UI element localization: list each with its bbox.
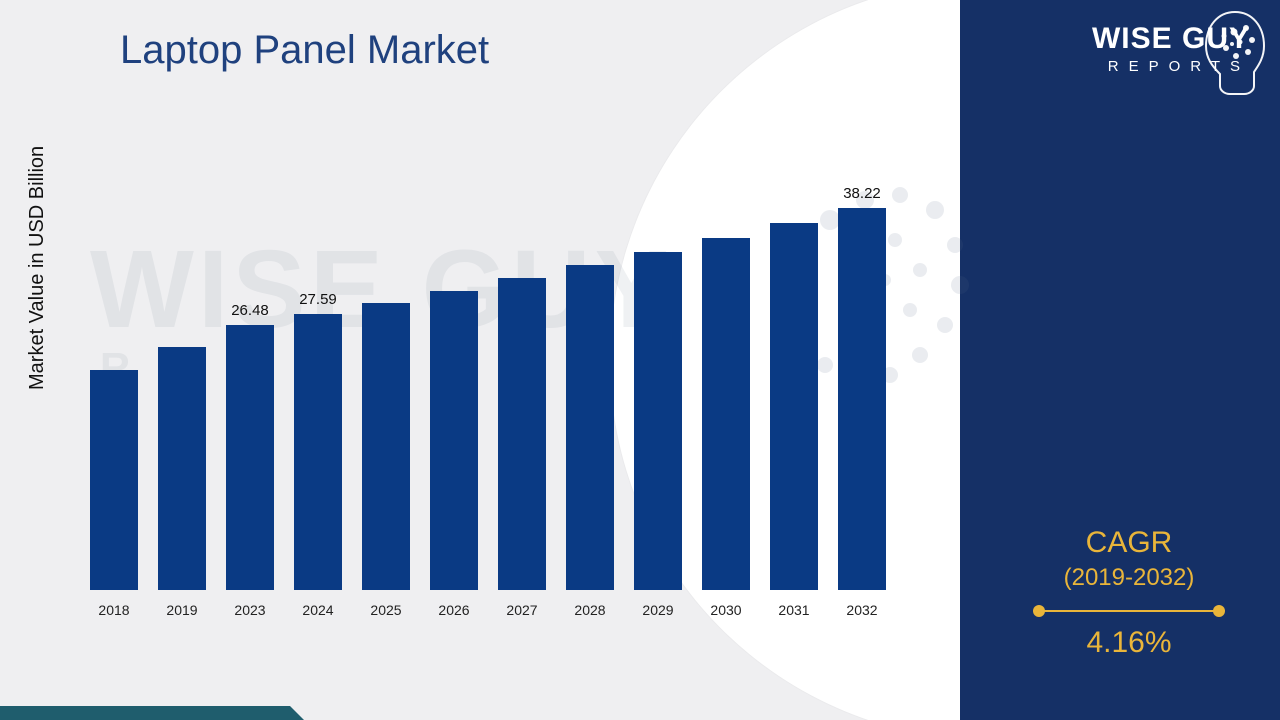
bar-2028 xyxy=(566,265,614,590)
cagr-divider xyxy=(1039,610,1219,612)
cagr-label: CAGR xyxy=(1014,526,1244,560)
bar-value-label: 27.59 xyxy=(288,291,348,308)
x-tick-label: 2025 xyxy=(356,602,416,618)
stage: WISE GUY REPORTS Laptop Panel Market Mar… xyxy=(0,0,1280,720)
cagr-box: CAGR (2019-2032) 4.16% xyxy=(1014,526,1244,660)
bar-2032 xyxy=(838,208,886,590)
chart-title: Laptop Panel Market xyxy=(120,28,489,73)
bar-chart: 20182019202326.48202427.5920252026202720… xyxy=(90,190,900,590)
logo-line1: WISE GUY xyxy=(1092,22,1250,56)
y-axis-label: Market Value in USD Billion xyxy=(26,146,49,390)
x-tick-label: 2018 xyxy=(84,602,144,618)
x-tick-label: 2024 xyxy=(288,602,348,618)
x-tick-label: 2019 xyxy=(152,602,212,618)
bar-value-label: 26.48 xyxy=(220,302,280,319)
brand-logo: WISE GUY REPORTS xyxy=(1092,22,1250,75)
x-tick-label: 2027 xyxy=(492,602,552,618)
bar-2018 xyxy=(90,370,138,590)
bar-2025 xyxy=(362,303,410,590)
bar-2023 xyxy=(226,325,274,590)
bar-2027 xyxy=(498,278,546,590)
bar-value-label: 38.22 xyxy=(832,185,892,202)
bar-2029 xyxy=(634,252,682,590)
bar-2024 xyxy=(294,314,342,590)
cagr-range: (2019-2032) xyxy=(1014,564,1244,592)
logo-line2: REPORTS xyxy=(1092,58,1250,75)
x-tick-label: 2026 xyxy=(424,602,484,618)
x-tick-label: 2028 xyxy=(560,602,620,618)
x-tick-label: 2032 xyxy=(832,602,892,618)
x-tick-label: 2031 xyxy=(764,602,824,618)
bar-2026 xyxy=(430,291,478,590)
x-tick-label: 2023 xyxy=(220,602,280,618)
cagr-value: 4.16% xyxy=(1014,626,1244,660)
bar-2030 xyxy=(702,238,750,590)
x-tick-label: 2030 xyxy=(696,602,756,618)
x-tick-label: 2029 xyxy=(628,602,688,618)
bar-2019 xyxy=(158,347,206,590)
footer-accent-bar xyxy=(0,706,290,720)
bar-2031 xyxy=(770,223,818,590)
